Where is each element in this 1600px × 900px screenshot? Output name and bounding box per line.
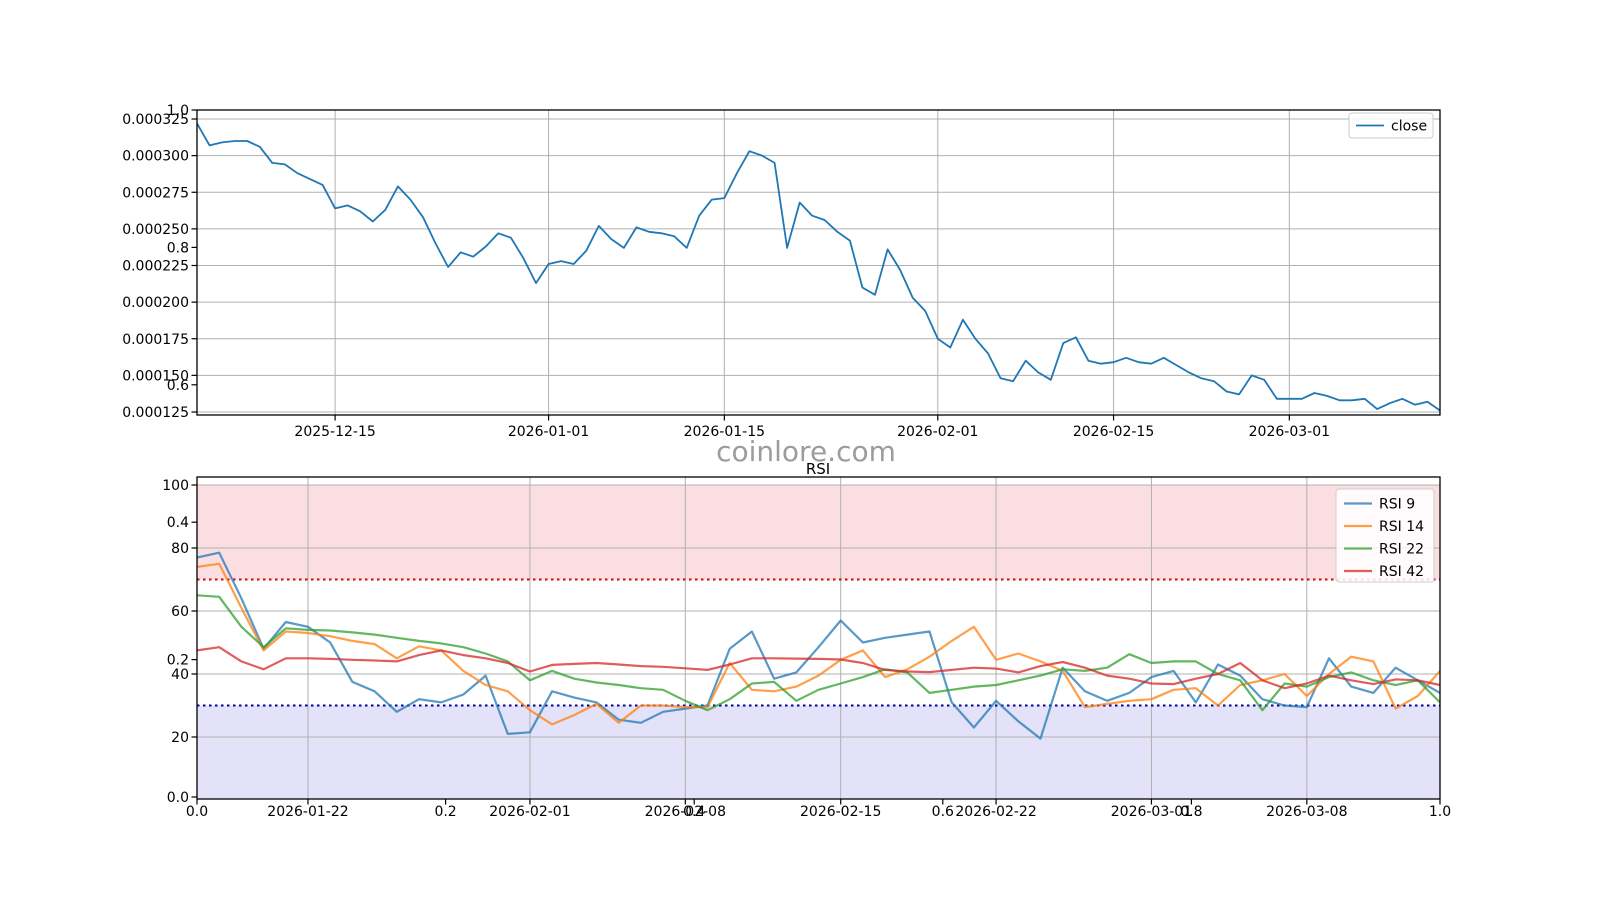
overlay-y-tick-label: 1.0 [167, 103, 189, 119]
rsi-line-1 [196, 551, 1441, 740]
rsi-title: RSI [806, 460, 830, 478]
overlay-x-tick-label: 0.4 [683, 804, 705, 820]
rsi-y-tick-label: 40 [171, 667, 189, 683]
price-y-tick-label: 0.000200 [122, 295, 189, 311]
price-x-tick-label: 2026-01-15 [684, 424, 765, 440]
price-y-tick-label: 0.000150 [122, 368, 189, 384]
price-y-tick-label: 0.000125 [122, 405, 189, 421]
price-y-tick-label: 0.000300 [122, 149, 189, 165]
price-x-tick-label: 2026-02-01 [897, 424, 978, 440]
overlay-y-tick-label: 0.8 [167, 240, 189, 256]
overlay-y-tick-label: 0.0 [167, 790, 189, 806]
rsi-legend-label: RSI 42 [1379, 564, 1424, 580]
rsi-plot-border [196, 476, 1441, 800]
price-x-tick-label: 2026-02-15 [1073, 424, 1154, 440]
rsi-x-tick-label: 2026-02-01 [489, 804, 570, 820]
oversold-band [197, 705, 1440, 799]
price-x-tick-label: 2026-03-01 [1249, 424, 1330, 440]
rsi-x-tick-label: 2026-03-01 [1111, 804, 1192, 820]
overlay-axis: 1.0 0.8 0.6 0.4 0.2 0.00.0 0.2 0.4 0.6 0.8 1.0 [167, 103, 1451, 820]
price-y-tick-label: 0.000175 [122, 332, 189, 348]
overlay-x-tick-label: 0.8 [1180, 804, 1202, 820]
overlay-x-tick-label: 1.0 [1429, 804, 1451, 820]
rsi-y-tick-label: 60 [171, 604, 189, 620]
overlay-y-tick-label: 0.4 [167, 515, 189, 531]
rsi-x-tick-label: 2026-02-22 [955, 804, 1036, 820]
overlay-y-tick-label: 0.6 [167, 378, 189, 394]
watermark: coinlore.com [716, 435, 896, 468]
close-line [196, 122, 1441, 412]
rsi-y-tick-label: 80 [171, 541, 189, 557]
price-x-tick-label: 2025-12-15 [294, 424, 375, 440]
rsi-plot: 100 80 60 40 20 2026-01-22 2026-02-01 2026-02-0… [162, 476, 1441, 820]
price-y-tick-label: 0.000250 [122, 222, 189, 238]
overlay-x-tick-label: 0.2 [434, 804, 456, 820]
rsi-x-tick-label: 2026-01-22 [267, 804, 348, 820]
price-y-tick-label: 0.000325 [122, 112, 189, 128]
overbought-band [197, 485, 1440, 580]
price-y-tick-label: 0.000225 [122, 259, 189, 275]
rsi-x-tick-label: 2026-02-15 [800, 804, 881, 820]
overlay-y-tick-label: 0.2 [167, 653, 189, 669]
rsi-line-2 [196, 562, 1441, 726]
rsi-x-tick-label: 2026-03-08 [1266, 804, 1347, 820]
price-x-tick-label: 2026-01-01 [508, 424, 589, 440]
rsi-line-4 [196, 646, 1441, 690]
price-y-tick-label: 0.000275 [122, 185, 189, 201]
rsi-y-tick-label: 20 [171, 730, 189, 746]
overlay-x-tick-label: 0.0 [186, 804, 208, 820]
price-legend-box [1348, 112, 1434, 139]
price-legend-label: close [1391, 119, 1427, 135]
rsi-legend-box [1335, 488, 1435, 583]
rsi-line-3 [196, 594, 1441, 712]
rsi-legend-label: RSI 14 [1379, 519, 1424, 535]
rsi-y-tick-label: 100 [162, 478, 189, 494]
price-plot: 0.000325 0.000300 0.000275 0.000250 0.000225… [122, 109, 1441, 440]
rsi-legend-label: RSI 22 [1379, 542, 1424, 558]
price-plot-border [196, 109, 1441, 416]
rsi-x-tick-label: 2026-02-08 [645, 804, 726, 820]
price-legend: close [1348, 112, 1434, 139]
overlay-x-tick-label: 0.6 [932, 804, 954, 820]
rsi-legend: RSI 9 RSI 14 RSI 22 RSI 42 [1335, 488, 1435, 583]
rsi-legend-label: RSI 9 [1379, 497, 1415, 513]
